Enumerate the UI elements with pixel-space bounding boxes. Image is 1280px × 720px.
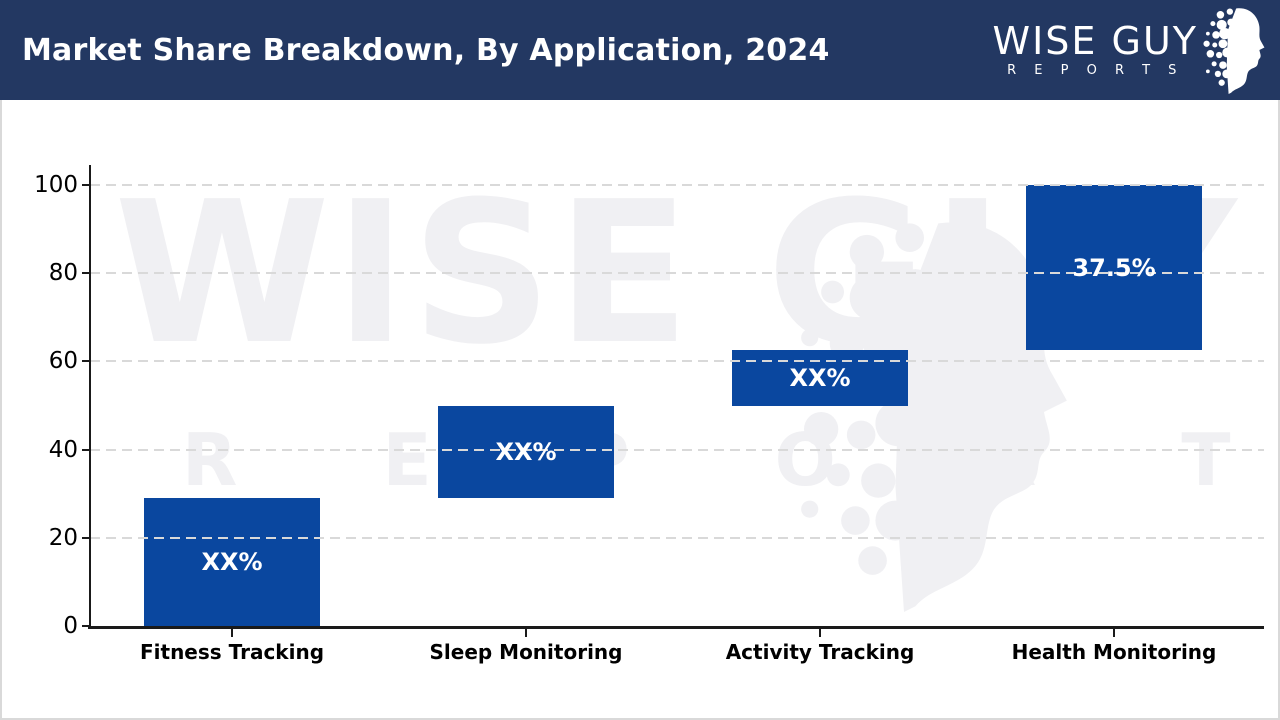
y-tick-label-80: 80 [48, 260, 78, 287]
gridline-60 [90, 360, 1264, 363]
category-label-activity-tracking: Activity Tracking [725, 640, 915, 664]
bar-label-sleep-monitoring: XX% [495, 437, 557, 466]
plot: 0 20 40 60 80 100 XX% Fitness Tracking XX% Sleep … [2, 100, 1278, 718]
y-tick-label-60: 60 [48, 348, 78, 375]
y-tick-0 [82, 625, 90, 627]
x-tick-fitness-tracking [231, 629, 233, 637]
gridline-80 [90, 272, 1264, 275]
bar-label-activity-tracking: XX% [789, 363, 851, 392]
face-dots-icon [1203, 8, 1265, 94]
brand-logo: WISE GUY R E P O R T S [993, 6, 1266, 94]
bar-sleep-monitoring [438, 405, 614, 499]
category-label-sleep-monitoring: Sleep Monitoring [429, 640, 623, 664]
y-axis-line [89, 165, 91, 628]
y-tick-40 [82, 448, 90, 451]
bar-label-health-monitoring: 37.5% [1072, 253, 1156, 282]
y-tick-80 [82, 272, 90, 275]
y-tick-100 [82, 184, 90, 186]
brand-wordmark: WISE GUY R E P O R T S [993, 22, 1198, 78]
y-tick-60 [82, 360, 90, 363]
brand-wordmark-line2: R E P O R T S [1007, 63, 1184, 78]
page-title: Market Share Breakdown, By Application, … [22, 32, 830, 68]
y-tick-label-20: 20 [48, 524, 78, 551]
bar-label-fitness-tracking: XX% [201, 548, 263, 577]
brand-wordmark-line1: WISE GUY [992, 19, 1198, 63]
y-tick-label-100: 100 [34, 172, 78, 198]
x-tick-health-monitoring [1113, 629, 1115, 637]
category-label-health-monitoring: Health Monitoring [1011, 640, 1217, 664]
gridline-40 [90, 448, 1264, 451]
bar-fitness-tracking [144, 498, 320, 626]
y-tick-20 [82, 536, 90, 539]
y-tick-label-40: 40 [48, 436, 78, 463]
header: Market Share Breakdown, By Application, … [0, 0, 1280, 100]
gridline-100 [90, 184, 1264, 186]
gridline-20 [90, 536, 1264, 539]
chart-area: WISE GUY R E P O R T S 020406080100XX%Fi… [2, 100, 1278, 718]
category-label-fitness-tracking: Fitness Tracking [139, 640, 325, 664]
y-tick-label-0: 0 [63, 613, 78, 639]
x-tick-sleep-monitoring [525, 629, 527, 637]
x-axis-line [88, 626, 1264, 629]
x-tick-activity-tracking [819, 629, 821, 637]
